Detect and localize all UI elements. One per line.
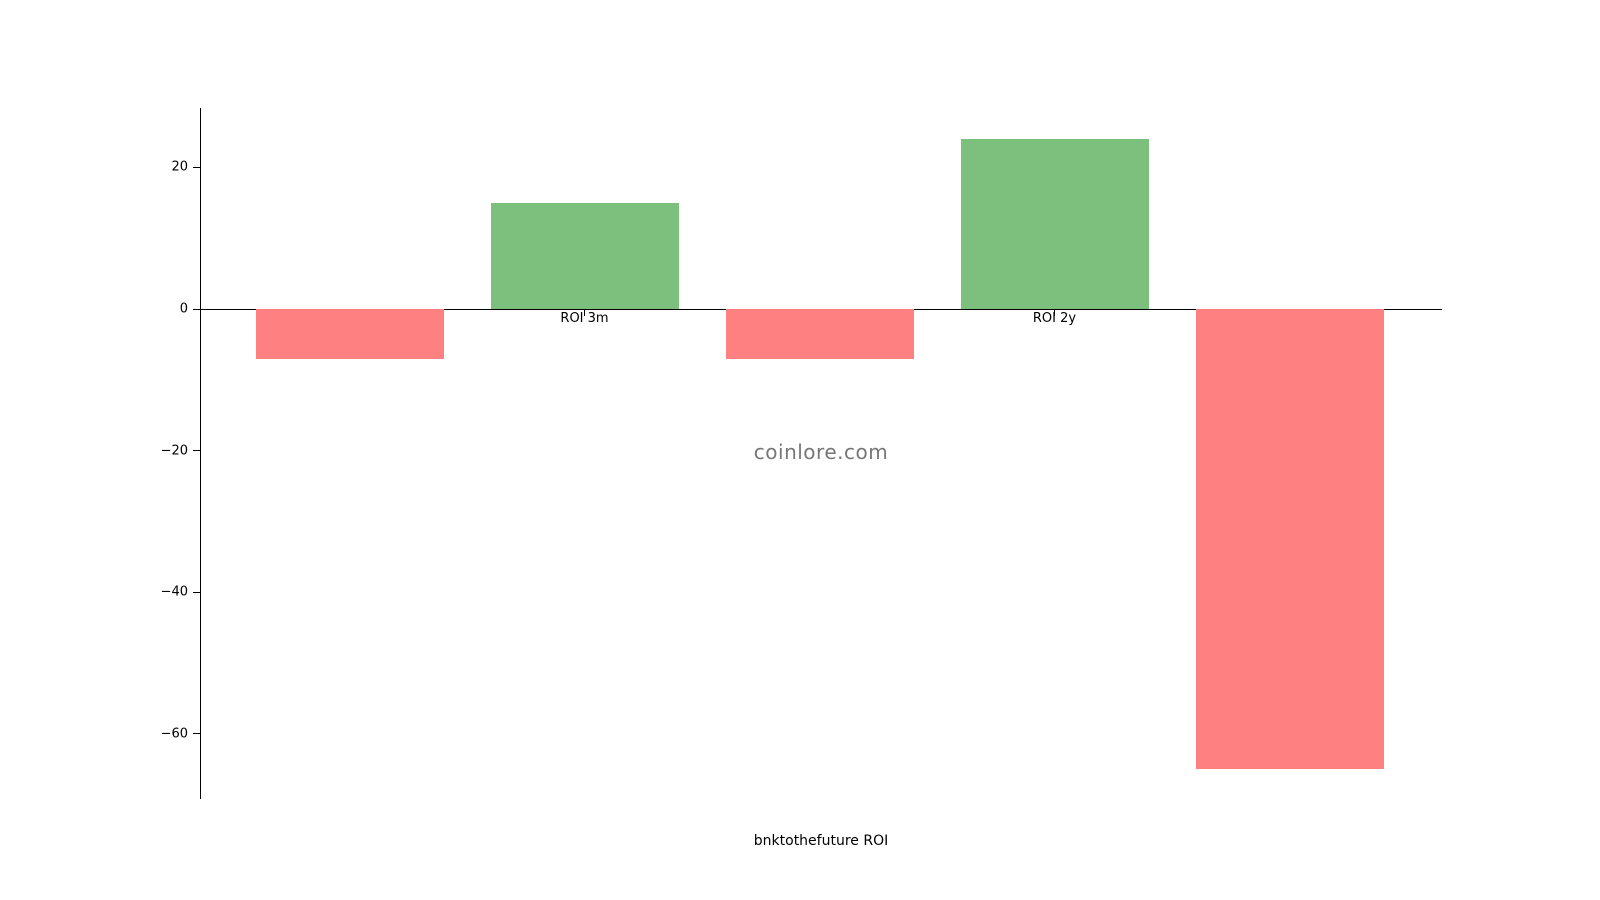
- bar-unlabeled-3: [725, 309, 914, 359]
- y-tick-label-0: 0: [179, 301, 188, 317]
- x-axis-title: bnktothefuture ROI: [753, 833, 889, 849]
- x-tick-label-roi-3m: ROI 3m: [560, 311, 609, 326]
- x-tick-label-roi-2y: ROI 2y: [1032, 311, 1077, 326]
- bar-unlabeled-5: [1195, 309, 1384, 770]
- y-tick-label--40: −40: [160, 584, 188, 600]
- y-tick-label--60: −60: [160, 726, 188, 742]
- bar-roi-2y: [960, 139, 1149, 309]
- y-axis-line: [200, 108, 201, 799]
- x-tick-mark-roi-3m: [584, 309, 585, 316]
- y-tick-mark--60: [193, 733, 200, 735]
- y-tick-label-20: 20: [171, 159, 188, 175]
- y-tick-label--20: −20: [160, 443, 188, 459]
- bar-unlabeled-1: [255, 309, 444, 359]
- y-tick-mark-20: [193, 166, 200, 168]
- y-tick-mark--20: [193, 450, 200, 452]
- y-tick-mark--40: [193, 591, 200, 593]
- watermark-text: coinlore.com: [753, 440, 889, 464]
- bar-roi-3m: [490, 202, 679, 309]
- y-tick-mark-0: [193, 308, 200, 310]
- x-tick-mark-roi-2y: [1054, 309, 1055, 316]
